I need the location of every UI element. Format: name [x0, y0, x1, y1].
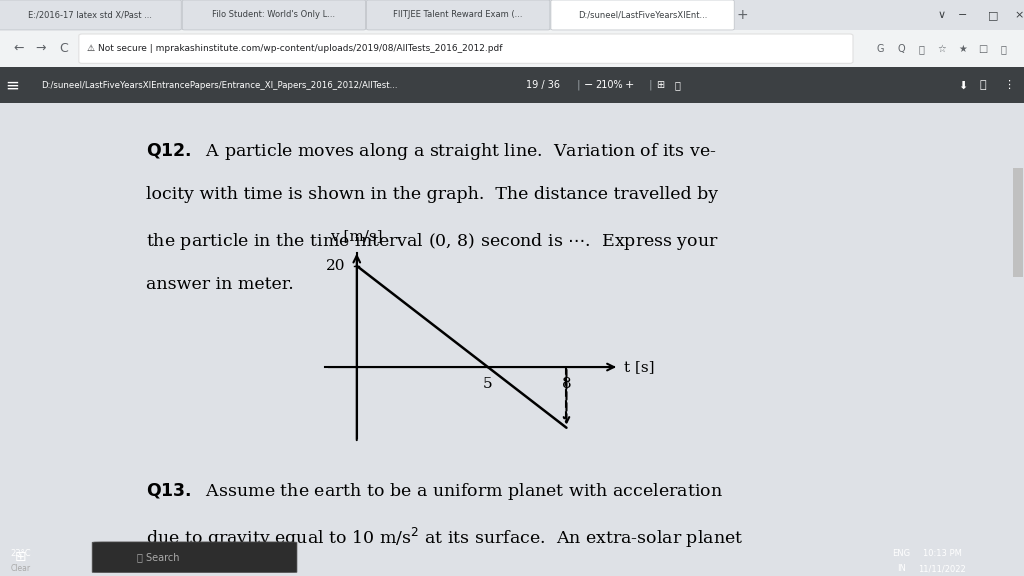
Text: FIITJEE Talent Reward Exam (...: FIITJEE Talent Reward Exam (...	[393, 10, 523, 20]
Text: D:/suneel/LastFiveYearsXIEntrancePapers/Entrance_XI_Papers_2016_2012/AllTest...: D:/suneel/LastFiveYearsXIEntrancePapers/…	[41, 81, 397, 90]
Bar	[1013, 168, 1023, 277]
Text: $\bf{Q13.}$  Assume the earth to be a uniform planet with acceleration: $\bf{Q13.}$ Assume the earth to be a uni…	[146, 482, 723, 502]
Text: |: |	[648, 80, 652, 90]
Text: 11/11/2022: 11/11/2022	[919, 564, 966, 573]
Text: 23°C: 23°C	[10, 549, 31, 558]
Text: □: □	[978, 44, 988, 54]
Text: ×: ×	[1014, 10, 1024, 20]
Text: C: C	[59, 42, 68, 55]
Text: due to gravity equal to 10 m/s$^2$ at its surface.  An extra-solar planet: due to gravity equal to 10 m/s$^2$ at it…	[146, 526, 743, 551]
Text: Filo Student: World's Only L...: Filo Student: World's Only L...	[212, 10, 336, 20]
FancyBboxPatch shape	[0, 0, 181, 30]
Text: answer in meter.: answer in meter.	[146, 276, 294, 293]
Text: 20: 20	[326, 259, 345, 273]
Text: ⚠ Not secure | mprakashinstitute.com/wp-content/uploads/2019/08/AllTests_2016_20: ⚠ Not secure | mprakashinstitute.com/wp-…	[87, 44, 503, 53]
Text: t [s]: t [s]	[625, 360, 654, 374]
Bar	[0, 30, 1024, 67]
Text: +: +	[736, 8, 749, 22]
Text: Q: Q	[897, 44, 905, 54]
Text: →: →	[36, 42, 46, 55]
Text: Clear: Clear	[10, 564, 31, 573]
FancyBboxPatch shape	[92, 542, 297, 573]
Text: 19 / 36: 19 / 36	[525, 80, 560, 90]
Text: 👤: 👤	[1000, 44, 1007, 54]
FancyBboxPatch shape	[551, 0, 734, 30]
FancyBboxPatch shape	[79, 34, 853, 63]
Text: 🔖: 🔖	[919, 44, 925, 54]
Text: ⬇: ⬇	[957, 80, 968, 90]
FancyBboxPatch shape	[182, 0, 366, 30]
Text: |: |	[577, 80, 581, 90]
Text: 🖨: 🖨	[980, 80, 986, 90]
Text: G: G	[877, 44, 885, 54]
Text: locity with time is shown in the graph.  The distance travelled by: locity with time is shown in the graph. …	[146, 186, 719, 203]
Text: ⊞: ⊞	[656, 80, 665, 90]
Text: 8: 8	[562, 377, 571, 391]
Text: ≡: ≡	[5, 76, 19, 94]
Text: v [m/s]: v [m/s]	[331, 229, 383, 243]
Text: +: +	[625, 80, 635, 90]
Text: −: −	[584, 80, 594, 90]
Text: 5: 5	[483, 377, 493, 391]
Text: 🔃: 🔃	[675, 80, 681, 90]
Text: $\bf{Q12.}$  A particle moves along a straight line.  Variation of its ve-: $\bf{Q12.}$ A particle moves along a str…	[146, 141, 717, 162]
Text: ⊞: ⊞	[14, 550, 27, 564]
Text: ∨: ∨	[938, 10, 946, 20]
Text: ★: ★	[958, 44, 967, 54]
Text: □: □	[988, 10, 998, 20]
Text: 210%: 210%	[596, 80, 623, 90]
FancyBboxPatch shape	[367, 0, 550, 30]
Bar	[0, 67, 1024, 103]
Text: ⋮: ⋮	[1004, 80, 1014, 90]
Text: IN: IN	[897, 564, 905, 573]
Text: 🔍 Search: 🔍 Search	[137, 552, 180, 562]
Text: 10:13 PM: 10:13 PM	[923, 549, 962, 558]
Text: D:/suneel/LastFiveYearsXIEnt...: D:/suneel/LastFiveYearsXIEnt...	[578, 10, 708, 20]
Text: ←: ←	[13, 42, 24, 55]
Text: −: −	[957, 10, 968, 20]
Text: the particle in the time interval (0, 8) second is $\cdots$.  Express your: the particle in the time interval (0, 8)…	[146, 231, 719, 252]
Text: ENG: ENG	[892, 549, 910, 558]
Bar	[0, 0, 1024, 30]
Text: ☆: ☆	[938, 44, 946, 54]
Text: E:/2016-17 latex std X/Past ...: E:/2016-17 latex std X/Past ...	[28, 10, 152, 20]
